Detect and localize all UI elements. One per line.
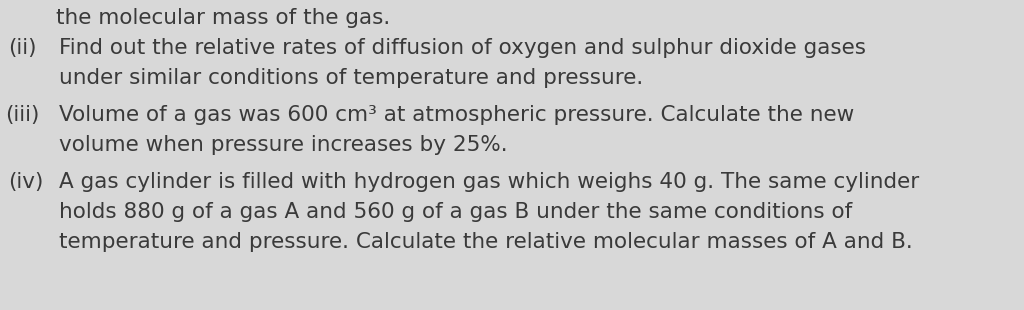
Text: A gas cylinder is filled with hydrogen gas which weighs 40 g. The same cylinder: A gas cylinder is filled with hydrogen g… (59, 172, 920, 192)
Text: (iii): (iii) (5, 105, 40, 125)
Text: the molecular mass of the gas.: the molecular mass of the gas. (56, 8, 390, 28)
Text: Find out the relative rates of diffusion of oxygen and sulphur dioxide gases: Find out the relative rates of diffusion… (59, 38, 866, 58)
Text: volume when pressure increases by 25%.: volume when pressure increases by 25%. (59, 135, 508, 155)
Text: (ii): (ii) (8, 38, 37, 58)
Text: (iv): (iv) (8, 172, 44, 192)
Text: under similar conditions of temperature and pressure.: under similar conditions of temperature … (59, 68, 644, 88)
Text: holds 880 g of a gas A and 560 g of a gas B under the same conditions of: holds 880 g of a gas A and 560 g of a ga… (59, 202, 853, 222)
Text: Volume of a gas was 600 cm³ at atmospheric pressure. Calculate the new: Volume of a gas was 600 cm³ at atmospher… (59, 105, 855, 125)
Text: temperature and pressure. Calculate the relative molecular masses of A and B.: temperature and pressure. Calculate the … (59, 232, 913, 252)
